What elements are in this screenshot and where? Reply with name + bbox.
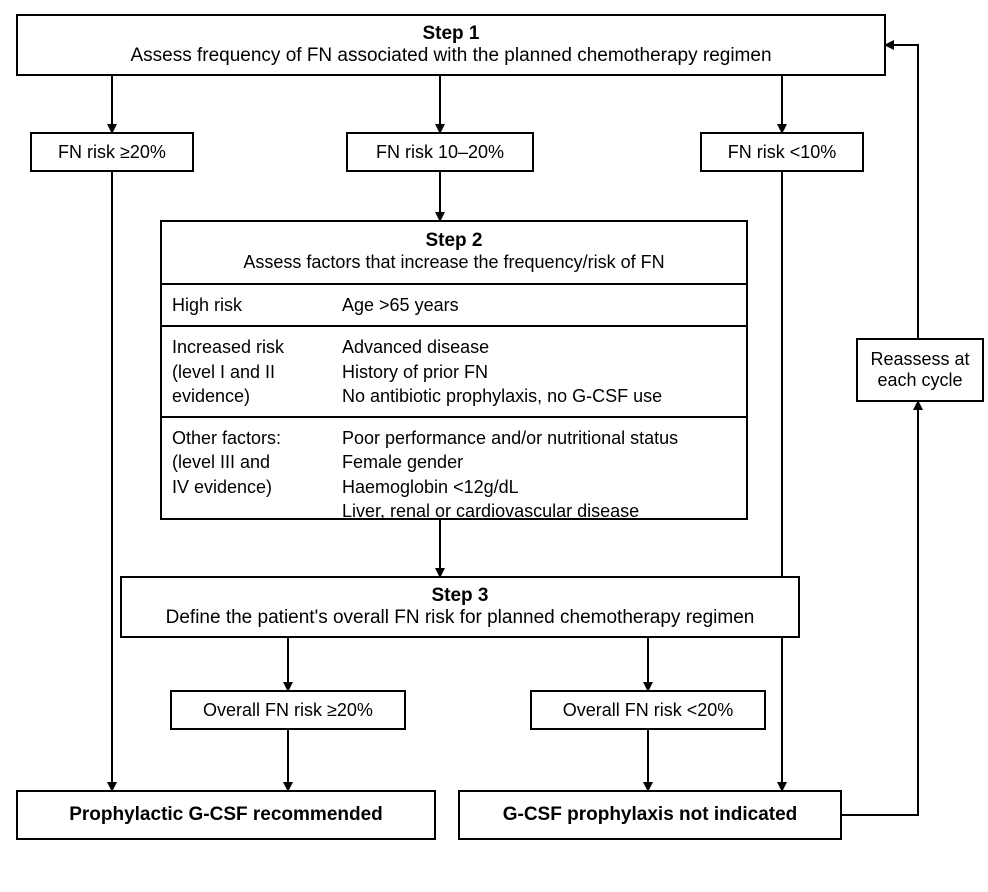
step2-row-0: High risk Age >65 years xyxy=(162,283,746,325)
overall-lt20-label: Overall FN risk <20% xyxy=(563,700,734,721)
step2-row-2-right: Poor performance and/or nutritional stat… xyxy=(332,418,746,531)
step2-subtitle: Assess factors that increase the frequen… xyxy=(172,252,736,273)
step2-header: Step 2 Assess factors that increase the … xyxy=(162,222,746,283)
node-prophylactic-gcsf: Prophylactic G-CSF recommended xyxy=(16,790,436,840)
overall-ge20-label: Overall FN risk ≥20% xyxy=(203,700,373,721)
step2-row-1: Increased risk(level I and IIevidence) A… xyxy=(162,325,746,416)
not-ind-label: G-CSF prophylaxis not indicated xyxy=(503,804,798,826)
node-risk-ge20: FN risk ≥20% xyxy=(30,132,194,172)
node-step2: Step 2 Assess factors that increase the … xyxy=(160,220,748,520)
step2-row-2-left: Other factors:(level III andIV evidence) xyxy=(162,418,332,531)
node-overall-lt20: Overall FN risk <20% xyxy=(530,690,766,730)
node-step1: Step 1 Assess frequency of FN associated… xyxy=(16,14,886,76)
step2-row-1-right: Advanced diseaseHistory of prior FNNo an… xyxy=(332,327,746,416)
step2-row-1-left: Increased risk(level I and IIevidence) xyxy=(162,327,332,416)
node-risk-10-20: FN risk 10–20% xyxy=(346,132,534,172)
step1-title: Step 1 xyxy=(422,23,479,45)
rec-gcsf-label: Prophylactic G-CSF recommended xyxy=(69,804,383,826)
risk-lt10-label: FN risk <10% xyxy=(728,142,837,163)
step2-row-2: Other factors:(level III andIV evidence)… xyxy=(162,416,746,531)
step2-row-0-left: High risk xyxy=(162,285,332,325)
step3-subtitle: Define the patient's overall FN risk for… xyxy=(166,607,755,629)
step2-title: Step 2 xyxy=(172,230,736,252)
step2-row-0-right: Age >65 years xyxy=(332,285,746,325)
node-overall-ge20: Overall FN risk ≥20% xyxy=(170,690,406,730)
node-risk-lt10: FN risk <10% xyxy=(700,132,864,172)
risk-10-20-label: FN risk 10–20% xyxy=(376,142,504,163)
node-gcsf-not-indicated: G-CSF prophylaxis not indicated xyxy=(458,790,842,840)
step1-subtitle: Assess frequency of FN associated with t… xyxy=(130,45,771,67)
step3-title: Step 3 xyxy=(431,585,488,607)
flowchart-canvas: Step 1 Assess frequency of FN associated… xyxy=(0,0,988,892)
node-reassess: Reassess ateach cycle xyxy=(856,338,984,402)
node-step3: Step 3 Define the patient's overall FN r… xyxy=(120,576,800,638)
risk-ge20-label: FN risk ≥20% xyxy=(58,142,166,163)
reassess-label: Reassess ateach cycle xyxy=(870,349,969,391)
